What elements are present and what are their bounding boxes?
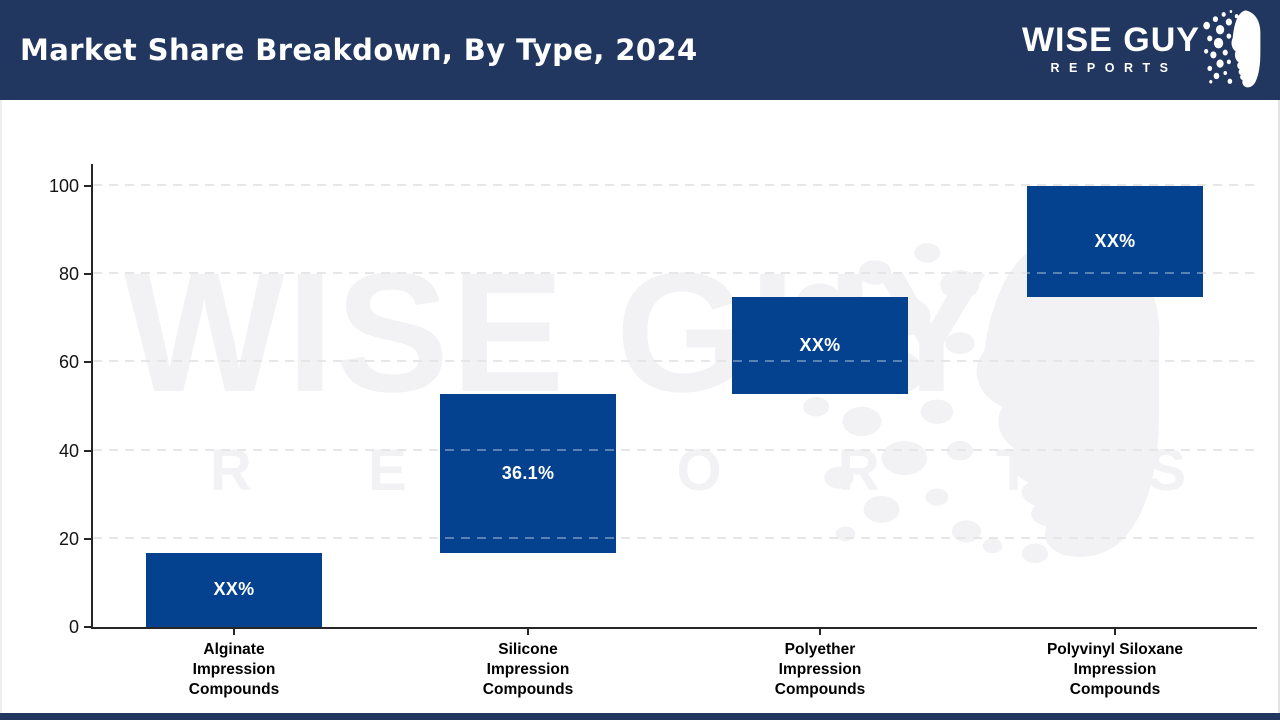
chart-canvas: WISE GUY R E P O R T S 0 20 40 60 80 100 XX% 36… bbox=[0, 100, 1280, 713]
gridline-60 bbox=[93, 360, 1257, 363]
y-tick-label-100: 100 bbox=[48, 176, 79, 197]
bar-value-label-3: XX% bbox=[1094, 231, 1136, 252]
x-tick-0 bbox=[233, 629, 235, 635]
gridline-80 bbox=[93, 272, 1257, 275]
bar-value-label-2: XX% bbox=[799, 334, 841, 355]
logo-wordmark: WISE GUY bbox=[1021, 20, 1200, 59]
gridline-40 bbox=[93, 448, 1257, 451]
y-tick-label-20: 20 bbox=[58, 528, 79, 549]
gridline-20 bbox=[93, 536, 1257, 539]
x-tick-1 bbox=[527, 629, 529, 635]
gridline-40 bbox=[93, 448, 1257, 451]
y-tick-label-80: 80 bbox=[58, 264, 79, 285]
bar-segment-1: 36.1% bbox=[440, 393, 616, 553]
x-tick-3 bbox=[1114, 629, 1116, 635]
page-title: Market Share Breakdown, By Type, 2024 bbox=[20, 33, 698, 67]
wiseguy-face-icon bbox=[1203, 10, 1261, 88]
x-category-label-2: Polyether Impression Compounds bbox=[774, 641, 866, 698]
y-tick-label-60: 60 bbox=[58, 352, 79, 373]
footer-accent-strip bbox=[0, 713, 1280, 720]
gridline-100 bbox=[93, 184, 1257, 187]
x-category-label-0: Alginate Impression Compounds bbox=[188, 641, 280, 698]
y-tick-40 bbox=[84, 449, 91, 452]
y-tick-80 bbox=[84, 273, 91, 276]
y-tick-0 bbox=[84, 626, 91, 628]
bar-segment-3: XX% bbox=[1027, 186, 1203, 298]
header-bar: Market Share Breakdown, By Type, 2024 WI… bbox=[0, 0, 1280, 100]
y-tick-label-0: 0 bbox=[68, 617, 79, 637]
plot-area: 0 20 40 60 80 100 XX% 36.1% XX% XX% Alginate Impres… bbox=[49, 164, 1257, 698]
logo-subtitle: REPORTS bbox=[1050, 61, 1178, 76]
wiseguy-logo-text: WISE GUY REPORTS bbox=[1021, 20, 1200, 76]
bar-value-label-1: 36.1% bbox=[501, 462, 555, 483]
y-tick-20 bbox=[84, 537, 91, 540]
y-tick-60 bbox=[84, 361, 91, 364]
gridline-100 bbox=[93, 184, 1257, 187]
gridline-80 bbox=[93, 272, 1257, 275]
wiseguy-logo: WISE GUY REPORTS bbox=[1022, 8, 1264, 90]
y-tick-100 bbox=[84, 185, 91, 188]
bar-segment-0: XX% bbox=[146, 552, 322, 627]
gridline-60 bbox=[93, 360, 1257, 363]
gridline-20 bbox=[93, 536, 1257, 539]
x-category-label-3: Polyvinyl Siloxane Impression Compounds bbox=[1046, 641, 1184, 698]
watermark-face-icon bbox=[798, 235, 1160, 564]
bar-segment-2: XX% bbox=[732, 297, 908, 394]
x-category-label-1: Silicone Impression Compounds bbox=[482, 641, 574, 698]
x-tick-2 bbox=[819, 629, 821, 635]
y-tick-label-40: 40 bbox=[58, 440, 79, 461]
bar-value-label-0: XX% bbox=[213, 579, 255, 600]
